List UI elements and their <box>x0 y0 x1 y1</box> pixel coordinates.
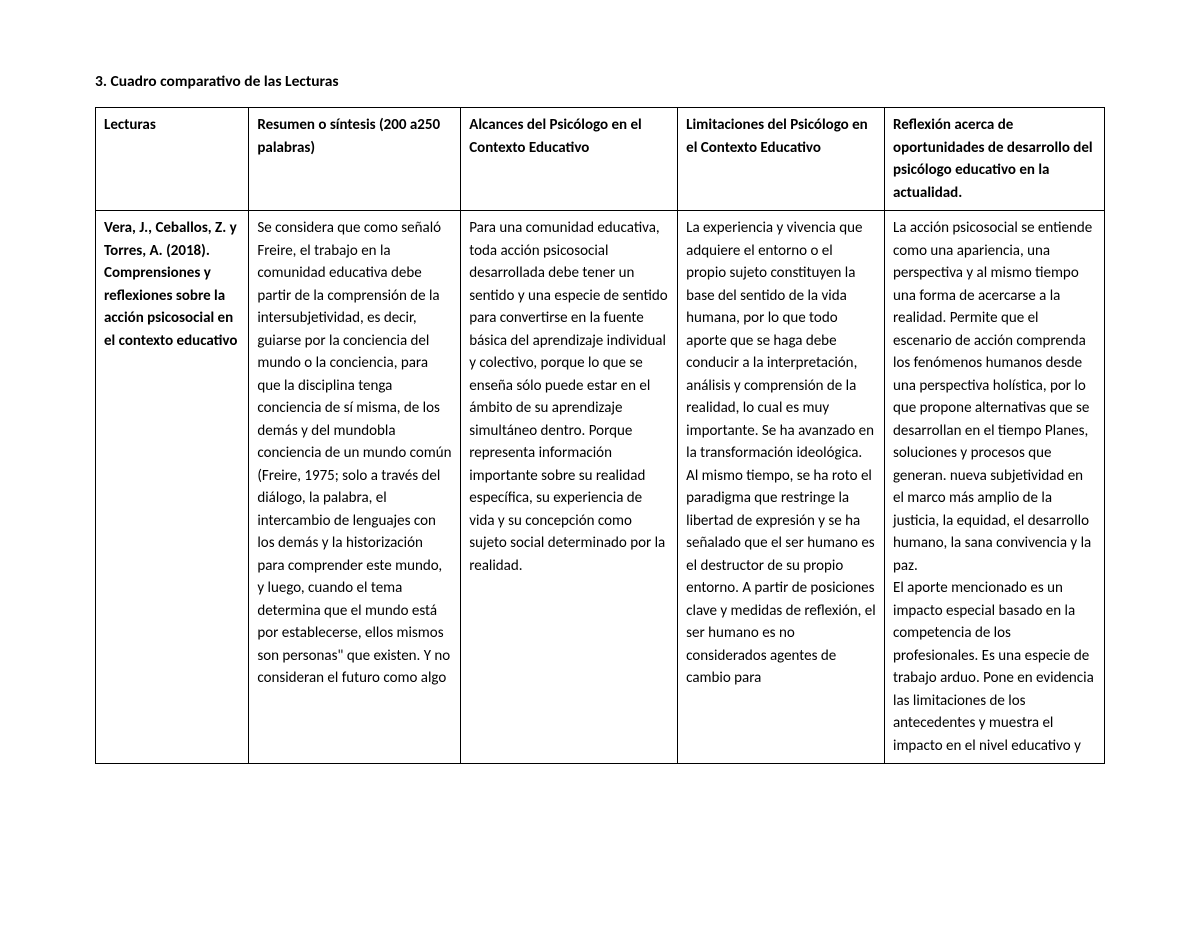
cell-lectura: Vera, J., Ceballos, Z. y Torres, A. (201… <box>96 211 249 764</box>
cell-alcances: Para una comunidad educativa, toda acció… <box>461 211 678 764</box>
cell-reflexion: La acción psicosocial se entiende como u… <box>885 211 1105 764</box>
cell-resumen: Se considera que como señaló Freire, el … <box>249 211 461 764</box>
page-title: 3. Cuadro comparativo de las Lecturas <box>95 70 1105 93</box>
header-cell-lecturas: Lecturas <box>96 108 249 211</box>
header-cell-reflexion: Reflexión acerca de oportunidades de des… <box>885 108 1105 211</box>
comparative-table: Lecturas Resumen o síntesis (200 a250 pa… <box>95 107 1105 764</box>
header-cell-alcances: Alcances del Psicólogo en el Contexto Ed… <box>461 108 678 211</box>
cell-limitaciones: La experiencia y vivencia que adquiere e… <box>678 211 885 764</box>
table-row: Vera, J., Ceballos, Z. y Torres, A. (201… <box>96 211 1105 764</box>
table-header-row: Lecturas Resumen o síntesis (200 a250 pa… <box>96 108 1105 211</box>
header-cell-limitaciones: Limitaciones del Psicólogo en el Context… <box>678 108 885 211</box>
header-cell-resumen: Resumen o síntesis (200 a250 palabras) <box>249 108 461 211</box>
